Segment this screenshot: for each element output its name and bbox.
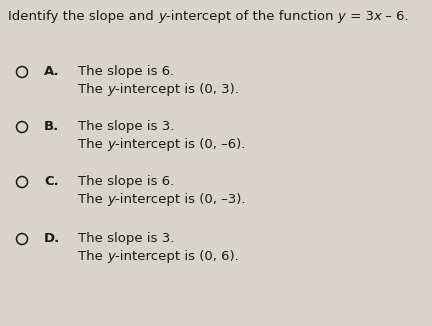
Text: The slope is 3.: The slope is 3. <box>78 120 175 133</box>
Text: A.: A. <box>44 65 60 78</box>
Text: The slope is 3.: The slope is 3. <box>78 232 175 245</box>
Text: -intercept is (0, –3).: -intercept is (0, –3). <box>115 193 245 206</box>
Text: The slope is 6.: The slope is 6. <box>78 65 174 78</box>
Text: B.: B. <box>44 120 59 133</box>
Text: D.: D. <box>44 232 60 245</box>
Text: – 6.: – 6. <box>381 10 409 23</box>
Text: y: y <box>338 10 346 23</box>
Text: x: x <box>374 10 381 23</box>
Text: Identify the slope and: Identify the slope and <box>8 10 158 23</box>
Text: The: The <box>78 193 107 206</box>
Text: The: The <box>78 250 107 263</box>
Text: y: y <box>107 83 115 96</box>
Text: = 3: = 3 <box>346 10 374 23</box>
Text: y: y <box>107 193 115 206</box>
Text: -intercept is (0, 6).: -intercept is (0, 6). <box>115 250 239 263</box>
Text: C.: C. <box>44 175 59 188</box>
Text: y: y <box>158 10 166 23</box>
Text: -intercept is (0, –6).: -intercept is (0, –6). <box>115 138 245 151</box>
Text: The slope is 6.: The slope is 6. <box>78 175 174 188</box>
Text: -intercept is (0, 3).: -intercept is (0, 3). <box>115 83 239 96</box>
Text: The: The <box>78 83 107 96</box>
Text: -intercept of the function: -intercept of the function <box>166 10 338 23</box>
Text: y: y <box>107 250 115 263</box>
Text: y: y <box>107 138 115 151</box>
Text: The: The <box>78 138 107 151</box>
